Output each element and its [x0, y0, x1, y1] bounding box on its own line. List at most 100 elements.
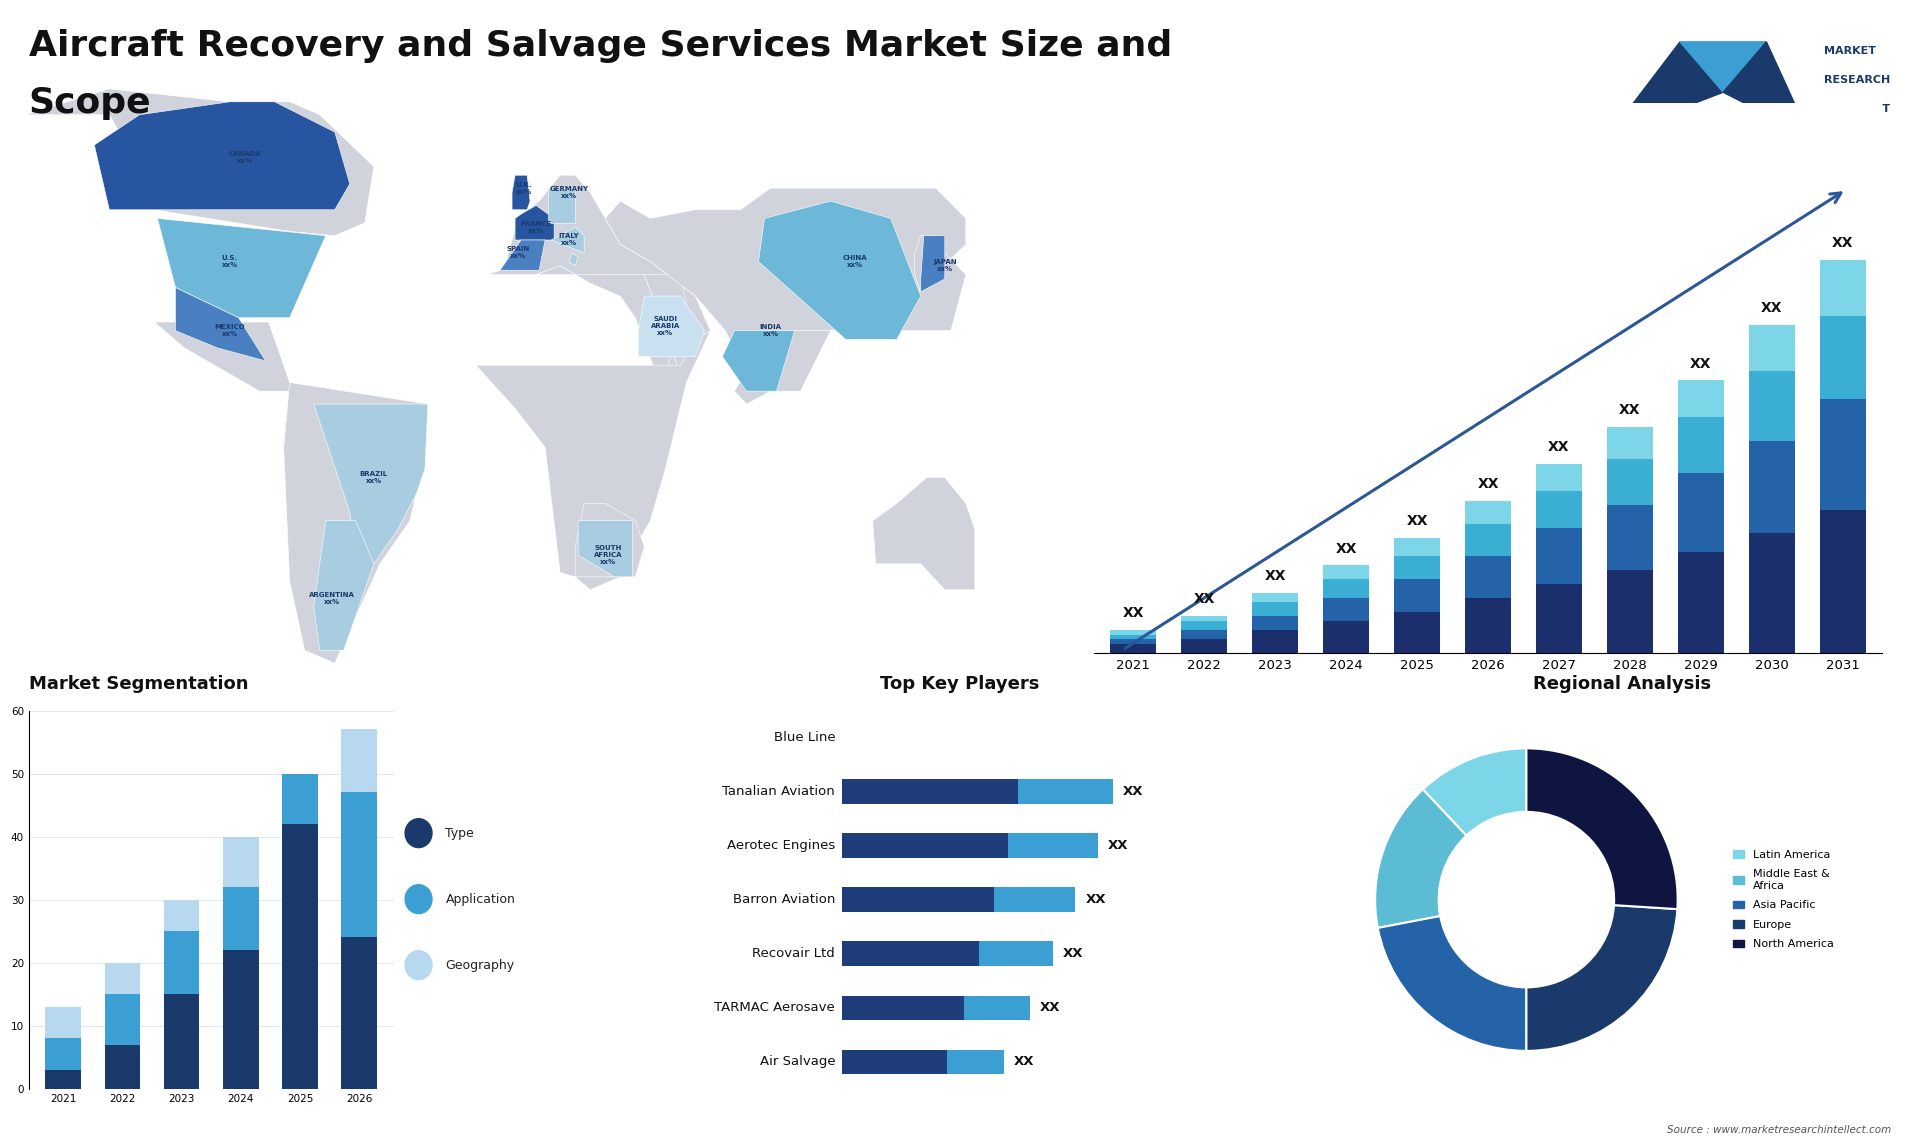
Text: Aerotec Engines: Aerotec Engines [728, 839, 835, 853]
Text: U.S.
xx%: U.S. xx% [221, 256, 238, 268]
Polygon shape [922, 236, 945, 292]
Bar [1465, 598, 1511, 653]
Bar [163, 994, 200, 1089]
Text: XX: XX [1265, 570, 1286, 583]
Text: XX: XX [1336, 542, 1357, 556]
Bar [1465, 501, 1511, 524]
Wedge shape [1375, 790, 1467, 928]
Legend: Latin America, Middle East &
Africa, Asia Pacific, Europe, North America: Latin America, Middle East & Africa, Asi… [1728, 846, 1837, 953]
Bar [1749, 440, 1795, 533]
Polygon shape [488, 175, 710, 374]
Text: SAUDI
ARABIA
xx%: SAUDI ARABIA xx% [651, 316, 680, 337]
Circle shape [405, 818, 432, 848]
Text: Blue Line: Blue Line [774, 731, 835, 744]
Text: Type: Type [445, 826, 474, 840]
FancyBboxPatch shape [841, 942, 979, 966]
Text: INTELLECT: INTELLECT [1824, 103, 1889, 113]
Bar [1181, 621, 1227, 630]
FancyBboxPatch shape [964, 996, 1029, 1020]
Bar [1536, 464, 1582, 492]
Text: XX: XX [1108, 839, 1129, 853]
Text: Aircraft Recovery and Salvage Services Market Size and: Aircraft Recovery and Salvage Services M… [29, 29, 1171, 63]
Text: CANADA
xx%: CANADA xx% [228, 151, 261, 164]
Bar [104, 994, 140, 1045]
Bar [282, 824, 319, 1089]
Bar [1323, 621, 1369, 653]
Polygon shape [94, 102, 349, 210]
Polygon shape [1680, 42, 1766, 93]
Bar [1607, 570, 1653, 653]
Bar [1820, 510, 1866, 653]
Bar [342, 793, 376, 937]
Polygon shape [605, 188, 966, 391]
Bar [163, 931, 200, 994]
Wedge shape [1423, 748, 1526, 835]
Polygon shape [722, 331, 795, 391]
Text: SPAIN
xx%: SPAIN xx% [507, 246, 530, 259]
Wedge shape [1526, 748, 1678, 909]
Polygon shape [513, 175, 530, 210]
Bar [1181, 630, 1227, 639]
Bar [1749, 325, 1795, 371]
Bar [282, 774, 319, 824]
Bar [1465, 524, 1511, 556]
Text: BRAZIL
xx%: BRAZIL xx% [359, 471, 388, 484]
Bar [1323, 579, 1369, 598]
Bar [1110, 644, 1156, 653]
Bar [1394, 612, 1440, 653]
Bar [1678, 473, 1724, 551]
Bar [163, 900, 200, 931]
Text: XX: XX [1085, 893, 1106, 906]
Bar [1820, 316, 1866, 399]
Bar [1110, 635, 1156, 639]
Text: XX: XX [1548, 440, 1571, 454]
Wedge shape [1526, 905, 1678, 1051]
Text: XX: XX [1014, 1055, 1035, 1068]
Text: XX: XX [1041, 1002, 1060, 1014]
Bar [1323, 565, 1369, 579]
Text: Geography: Geography [445, 959, 515, 972]
Bar [223, 950, 259, 1089]
Polygon shape [313, 520, 374, 650]
Bar [1536, 583, 1582, 653]
Polygon shape [645, 275, 685, 374]
Circle shape [405, 885, 432, 913]
Bar [1607, 505, 1653, 570]
Bar [1394, 556, 1440, 579]
Text: MARKET: MARKET [1824, 46, 1876, 56]
Text: Air Salvage: Air Salvage [760, 1055, 835, 1068]
Bar [104, 1045, 140, 1089]
FancyBboxPatch shape [841, 833, 1008, 857]
Bar [46, 1006, 81, 1038]
Text: Scope: Scope [29, 86, 152, 120]
Wedge shape [1379, 916, 1526, 1051]
Bar [223, 837, 259, 887]
Bar [1607, 426, 1653, 460]
Text: Application: Application [445, 893, 515, 905]
Text: ARGENTINA
xx%: ARGENTINA xx% [309, 592, 355, 605]
FancyBboxPatch shape [993, 887, 1075, 912]
Polygon shape [551, 227, 584, 253]
Text: FRANCE
xx%: FRANCE xx% [520, 220, 551, 234]
Bar [1678, 417, 1724, 473]
Text: XX: XX [1123, 785, 1144, 798]
Text: Barron Aviation: Barron Aviation [733, 893, 835, 906]
Text: JAPAN
xx%: JAPAN xx% [933, 259, 956, 273]
Bar [1749, 371, 1795, 440]
FancyBboxPatch shape [1008, 833, 1098, 857]
Text: XX: XX [1690, 356, 1711, 370]
Bar [1820, 399, 1866, 510]
Polygon shape [154, 322, 300, 391]
Text: Tanalian Aviation: Tanalian Aviation [722, 785, 835, 798]
Polygon shape [157, 219, 326, 317]
Polygon shape [313, 405, 428, 564]
Polygon shape [1722, 42, 1809, 136]
Bar [1536, 492, 1582, 528]
Polygon shape [547, 188, 576, 222]
Polygon shape [758, 202, 922, 339]
Bar [1749, 533, 1795, 653]
Text: XX: XX [1064, 947, 1083, 960]
Bar [1110, 630, 1156, 635]
Text: Market Segmentation: Market Segmentation [29, 675, 248, 693]
FancyBboxPatch shape [979, 942, 1052, 966]
